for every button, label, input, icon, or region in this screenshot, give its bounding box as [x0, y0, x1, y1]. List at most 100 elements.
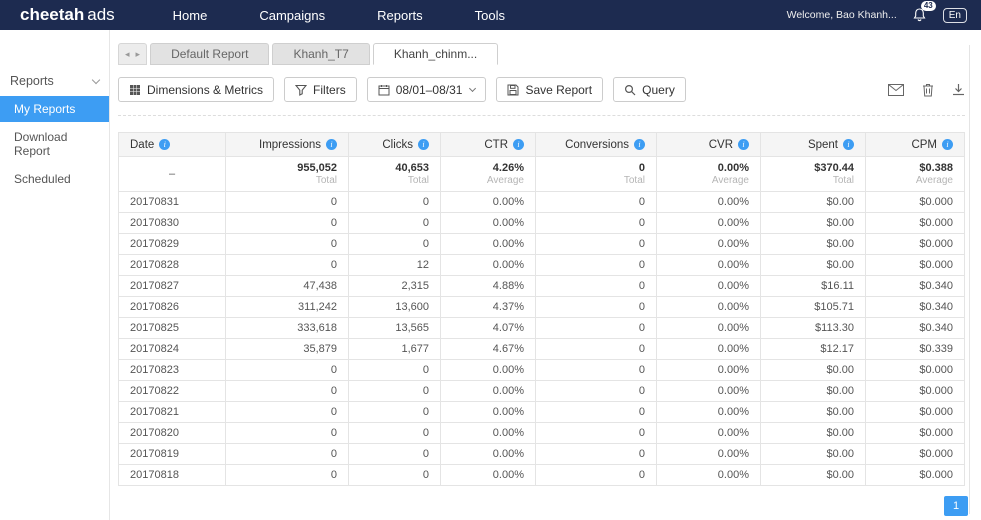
value-cell: $0.00 [760, 464, 866, 486]
save-report-button[interactable]: Save Report [496, 77, 604, 102]
download-icon [953, 84, 964, 96]
table-row: 20170828 0 12 0.00% 0 0.00% $0.00 $0.000 [118, 254, 965, 276]
value-cell: 0.00% [656, 317, 761, 339]
column-label: CPM [911, 138, 937, 151]
table-row: 20170829 0 0 0.00% 0 0.00% $0.00 $0.000 [118, 233, 965, 255]
column-header-cpm[interactable]: CPM i [865, 132, 965, 157]
table-row: 20170827 47,438 2,315 4.88% 0 0.00% $16.11 $0.3… [118, 275, 965, 297]
value-cell: 0 [348, 212, 441, 234]
value-cell: 0 [348, 233, 441, 255]
query-label: Query [642, 82, 675, 97]
value-cell: 0.00% [656, 338, 761, 360]
nav-item-tools[interactable]: Tools [474, 7, 506, 23]
value-cell: 0 [225, 443, 349, 465]
tab-khanh-chinm[interactable]: Khanh_chinm... [372, 43, 499, 65]
value-cell: 0 [348, 422, 441, 444]
info-icon[interactable]: i [634, 138, 645, 150]
info-icon[interactable]: i [513, 138, 524, 150]
dimensions-metrics-button[interactable]: Dimensions & Metrics [118, 77, 275, 102]
column-header-impressions[interactable]: Impressions i [225, 132, 349, 157]
sidebar-item-scheduled[interactable]: Scheduled [14, 172, 71, 186]
value-cell: 0 [535, 317, 657, 339]
email-report-button[interactable] [888, 83, 904, 96]
query-button[interactable]: Query [613, 77, 686, 102]
filter-icon [295, 84, 308, 96]
main-panel: ◂ ▸ Default Report Khanh_T7 Khanh_chinm.… [110, 30, 981, 520]
info-icon[interactable]: i [159, 138, 171, 150]
value-cell: 0 [225, 380, 349, 402]
value-cell: 0.00% [656, 359, 761, 381]
info-icon[interactable]: i [326, 138, 337, 150]
value-cell: 2,315 [348, 275, 441, 297]
value-cell: 0.00% [656, 380, 761, 402]
totals-cell: $0.388 Average [865, 156, 965, 192]
column-header-conversions[interactable]: Conversions i [535, 132, 657, 157]
info-icon[interactable]: i [843, 138, 854, 150]
info-icon[interactable]: i [738, 138, 749, 150]
value-cell: $0.340 [865, 296, 965, 318]
date-cell: 20170823 [118, 359, 226, 381]
value-cell: 0 [348, 359, 441, 381]
column-header-ctr[interactable]: CTR i [440, 132, 536, 157]
totals-cell: 4.26% Average [440, 156, 536, 192]
value-cell: 0 [535, 464, 657, 486]
column-header-date[interactable]: Date i [118, 132, 226, 157]
value-cell: 0.00% [440, 359, 536, 381]
tab-scroll-left-icon[interactable]: ◂ [125, 48, 130, 59]
value-cell: 35,879 [225, 338, 349, 360]
info-icon[interactable]: i [942, 138, 953, 150]
notifications-button[interactable]: 43 [912, 1, 936, 23]
filters-button[interactable]: Filters [284, 77, 357, 102]
app-logo[interactable]: cheetah ads [20, 5, 115, 25]
value-cell: 0 [225, 464, 349, 486]
sidebar-section-reports[interactable]: Reports [0, 68, 109, 94]
delete-report-button[interactable] [922, 83, 934, 97]
value-cell: 4.67% [440, 338, 536, 360]
scrollbar-track[interactable] [969, 45, 970, 514]
tab-scroll-right-icon[interactable]: ▸ [135, 48, 141, 59]
value-cell: 0.00% [656, 212, 761, 234]
nav-item-campaigns[interactable]: Campaigns [259, 7, 326, 23]
tab-khanh-t7[interactable]: Khanh_T7 [272, 43, 370, 65]
column-label: CVR [708, 138, 733, 151]
value-cell: $0.00 [760, 233, 866, 255]
value-cell: 0 [348, 191, 441, 213]
value-cell: 0 [535, 443, 657, 465]
value-cell: 0 [535, 233, 657, 255]
sidebar-item-my-reports[interactable]: My Reports [0, 96, 109, 122]
date-cell: 20170824 [118, 338, 226, 360]
date-cell: 20170822 [118, 380, 226, 402]
totals-row: –955,052 Total 40,653 Total 4.26% Average 0 Tot… [118, 156, 965, 192]
username-text[interactable]: Bao Khanh... [836, 9, 897, 21]
column-header-spent[interactable]: Spent i [760, 132, 866, 157]
value-cell: 13,600 [348, 296, 441, 318]
value-cell: $0.000 [865, 254, 965, 276]
value-cell: 0 [225, 401, 349, 423]
value-cell: $0.000 [865, 443, 965, 465]
pagination-page-1[interactable]: 1 [944, 496, 968, 516]
column-header-cvr[interactable]: CVR i [656, 132, 761, 157]
download-report-button[interactable] [952, 83, 965, 96]
totals-date-cell: – [118, 156, 226, 192]
welcome-text: Welcome, Bao Khanh... [787, 9, 897, 21]
column-header-clicks[interactable]: Clicks i [348, 132, 441, 157]
chevron-down-icon [469, 84, 477, 92]
value-cell: 0.00% [656, 296, 761, 318]
nav-item-reports[interactable]: Reports [377, 7, 423, 23]
language-selector[interactable]: En [942, 7, 967, 23]
save-icon [507, 84, 519, 95]
value-cell: 12 [348, 254, 441, 276]
tab-scroll-arrows[interactable]: ◂ ▸ [118, 43, 148, 65]
value-cell: 0.00% [440, 401, 536, 423]
tab-default-report[interactable]: Default Report [150, 43, 270, 65]
value-cell: 0 [348, 401, 441, 423]
date-range-picker[interactable]: 08/01–08/31 [366, 77, 487, 102]
date-cell: 20170831 [118, 191, 226, 213]
nav-item-home[interactable]: Home [172, 7, 208, 23]
date-cell: 20170826 [118, 296, 226, 318]
value-cell: $0.340 [865, 275, 965, 297]
value-cell: $0.00 [760, 212, 866, 234]
info-icon[interactable]: i [418, 138, 429, 150]
sidebar-item-download-report[interactable]: Download Report [14, 130, 68, 158]
chevron-down-icon [91, 75, 101, 84]
